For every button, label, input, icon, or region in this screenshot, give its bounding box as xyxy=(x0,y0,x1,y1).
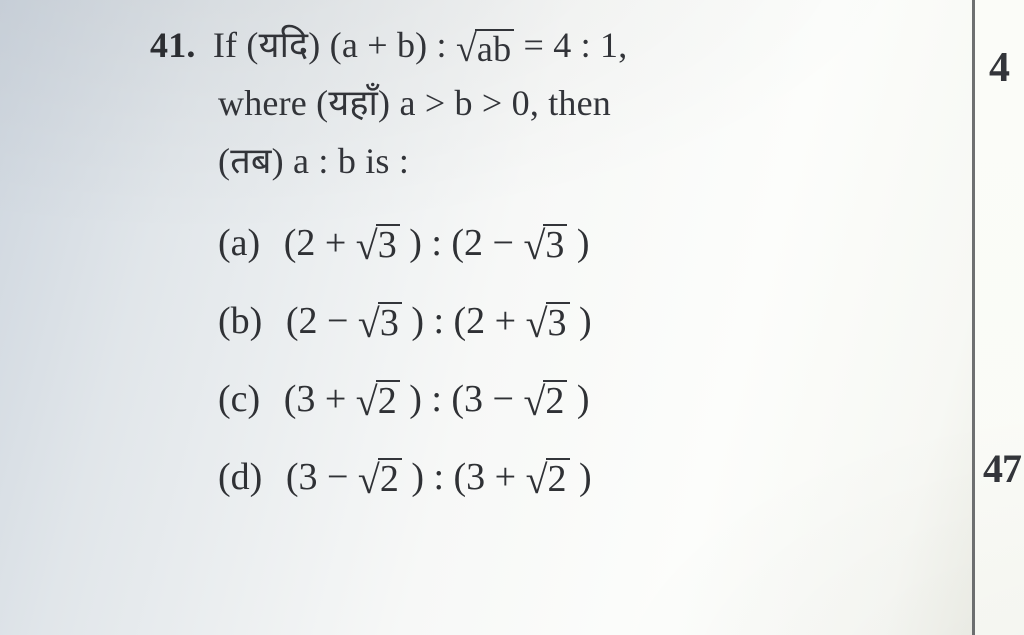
option-c-left-rad: 2 xyxy=(376,380,400,420)
surd-icon: √ xyxy=(524,226,546,266)
right-page-edge: 4 47 xyxy=(972,0,1024,635)
option-c-left-sqrt: √ 2 xyxy=(356,380,400,420)
option-c-right-pre: (3 − xyxy=(451,378,523,420)
option-c-left-pre: (3 + xyxy=(284,378,356,420)
edge-fragment-bottom: 47 xyxy=(983,445,1021,492)
option-a-left-post: ) xyxy=(409,222,422,264)
option-a-label: (a) xyxy=(218,222,260,264)
option-d-left-rad: 2 xyxy=(378,458,402,498)
edge-fragment-top: 4 xyxy=(989,44,1010,92)
option-d-right-post: ) xyxy=(579,456,592,498)
option-d-right-sqrt: √ 2 xyxy=(526,458,570,498)
stem-line1-prefix: If (यदि) (a + b) : xyxy=(213,25,456,65)
ratio-sep: : xyxy=(433,456,453,498)
option-a-right-pre: (2 − xyxy=(451,222,523,264)
option-a-right-rad: 3 xyxy=(543,224,567,264)
option-a-right-post: ) xyxy=(577,222,590,264)
option-a-left-sqrt: √ 3 xyxy=(356,224,400,264)
option-b-label: (b) xyxy=(218,300,262,342)
surd-icon: √ xyxy=(456,31,477,69)
option-b-left-post: ) xyxy=(411,300,424,342)
question-line-2: where (यहाँ) a > b > 0, then xyxy=(150,76,996,132)
question-line-1: 41. If (यदि) (a + b) : √ ab = 4 : 1, xyxy=(150,18,996,74)
option-d-left-post: ) xyxy=(411,456,424,498)
option-a: (a) (2 + √ 3 ) : (2 − √ 3 ) xyxy=(150,205,996,283)
option-d-left-pre: (3 − xyxy=(286,456,358,498)
surd-icon: √ xyxy=(356,382,378,422)
surd-icon: √ xyxy=(358,460,380,500)
question-line-3: (तब) a : b is : xyxy=(150,134,996,190)
surd-icon: √ xyxy=(526,460,548,500)
option-d-left-sqrt: √ 2 xyxy=(358,458,402,498)
option-b-left-sqrt: √ 3 xyxy=(358,302,402,342)
option-c-right-rad: 2 xyxy=(543,380,567,420)
option-b-right-pre: (2 + xyxy=(454,300,526,342)
option-b: (b) (2 − √ 3 ) : (2 + √ 3 ) xyxy=(150,283,996,361)
options-list: (a) (2 + √ 3 ) : (2 − √ 3 ) (b) (2 − √ 3… xyxy=(150,205,996,517)
option-c: (c) (3 + √ 2 ) : (3 − √ 2 ) xyxy=(150,361,996,439)
option-d-label: (d) xyxy=(218,456,262,498)
question-number: 41. xyxy=(150,25,196,65)
option-c-label: (c) xyxy=(218,378,260,420)
option-c-right-sqrt: √ 2 xyxy=(524,380,568,420)
sqrt-ab: √ ab xyxy=(456,29,514,67)
option-b-right-rad: 3 xyxy=(546,302,570,342)
stem-line1-suffix: = 4 : 1, xyxy=(524,25,628,65)
option-d: (d) (3 − √ 2 ) : (3 + √ 2 ) xyxy=(150,439,996,517)
surd-icon: √ xyxy=(526,304,548,344)
option-a-left-pre: (2 + xyxy=(284,222,356,264)
page: 41. If (यदि) (a + b) : √ ab = 4 : 1, whe… xyxy=(0,0,1024,635)
option-b-right-sqrt: √ 3 xyxy=(526,302,570,342)
surd-icon: √ xyxy=(358,304,380,344)
ratio-sep: : xyxy=(431,378,451,420)
option-a-right-sqrt: √ 3 xyxy=(524,224,568,264)
surd-icon: √ xyxy=(356,226,378,266)
radicand-ab: ab xyxy=(475,29,514,67)
ratio-sep: : xyxy=(433,300,453,342)
surd-icon: √ xyxy=(524,382,546,422)
option-a-left-rad: 3 xyxy=(376,224,400,264)
ratio-sep: : xyxy=(431,222,451,264)
option-d-right-rad: 2 xyxy=(546,458,570,498)
option-d-right-pre: (3 + xyxy=(454,456,526,498)
option-c-left-post: ) xyxy=(409,378,422,420)
option-b-right-post: ) xyxy=(579,300,592,342)
option-b-left-pre: (2 − xyxy=(286,300,358,342)
option-c-right-post: ) xyxy=(577,378,590,420)
option-b-left-rad: 3 xyxy=(378,302,402,342)
